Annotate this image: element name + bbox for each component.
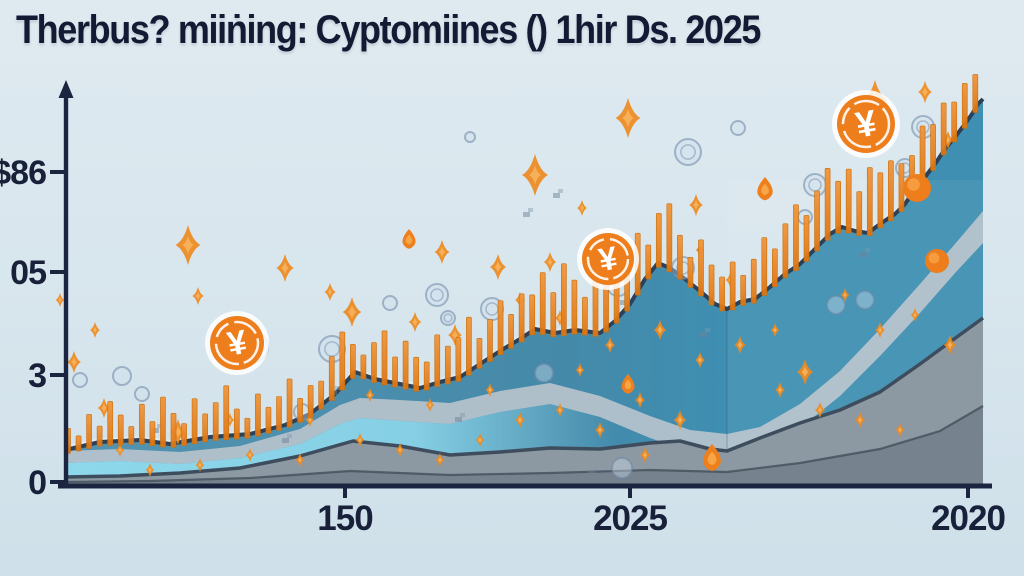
x-tick [966, 488, 970, 498]
y-tick [50, 373, 66, 377]
y-tick [50, 170, 66, 174]
y-tick [50, 270, 66, 274]
y-tick-label: 05 [10, 254, 46, 292]
x-axis-line [58, 483, 992, 489]
y-tick-label: 0 [28, 464, 46, 502]
x-tick-label: 2025 [593, 499, 667, 538]
droplet-icons [402, 177, 773, 471]
orange-blob-icons [903, 174, 949, 273]
coin-icon: ¥ [205, 311, 269, 375]
sparkle-icons [55, 80, 957, 477]
coin-icon: ¥ [577, 228, 639, 290]
y-tick-label: $86 [0, 154, 46, 192]
y-axis-line [63, 94, 69, 486]
gray-layer [65, 318, 983, 484]
coin-icon: ¥ [832, 90, 900, 158]
y-tick-label: 3 [28, 357, 46, 395]
orange-bars [65, 74, 979, 454]
axes: $86 05 3 0 150 2025 2020 [0, 80, 1006, 538]
y-axis-arrow [58, 80, 74, 98]
stacked-area-layers [64, 95, 985, 484]
x-tick [343, 488, 347, 498]
coin-icons: ¥ ¥ ¥ [205, 90, 900, 375]
y-tick [50, 480, 66, 484]
cyan-band [65, 243, 983, 477]
chart-title: Therbus? miiṅing: Cyptomiines () 1hir Ds… [16, 8, 761, 52]
x-tick-label: 150 [317, 499, 373, 538]
x-tick [628, 488, 632, 498]
x-tick-label: 2020 [931, 499, 1005, 538]
